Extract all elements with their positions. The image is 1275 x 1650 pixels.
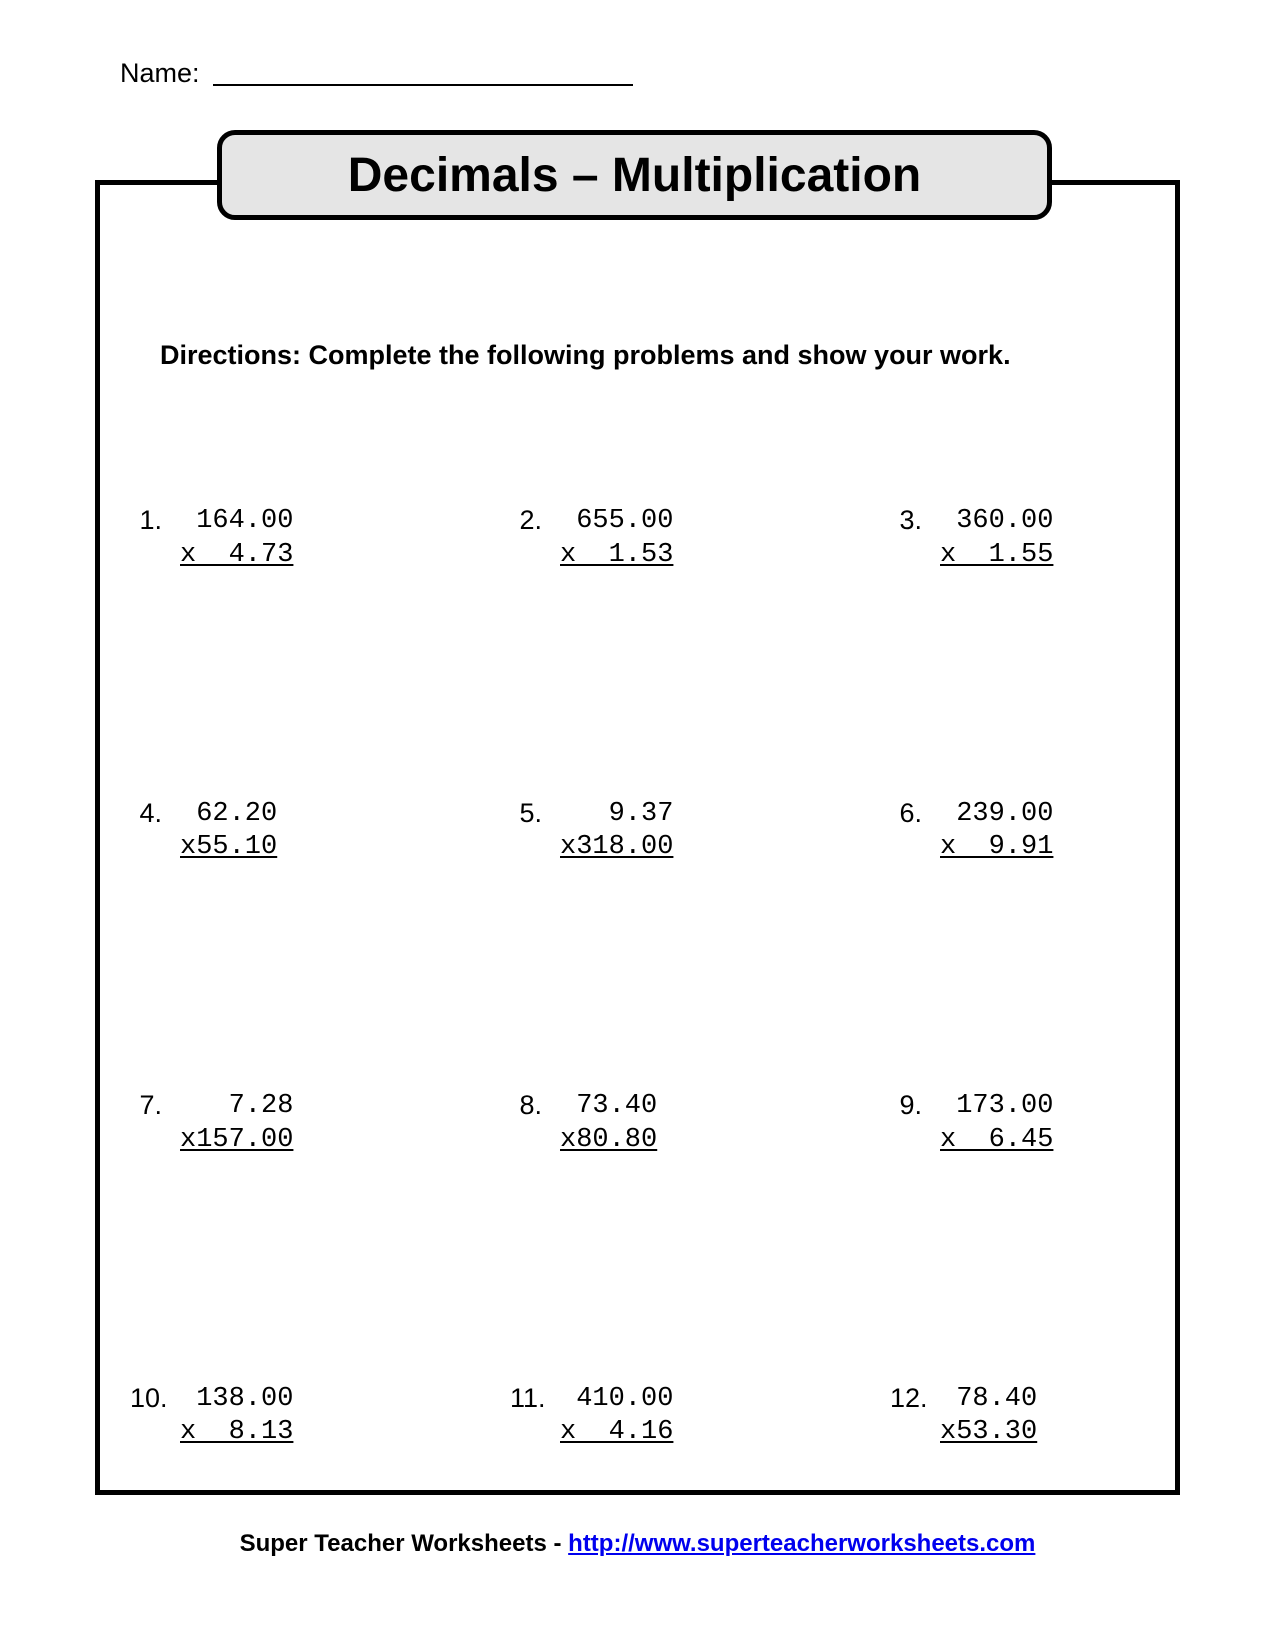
- page-title: Decimals – Multiplication: [348, 148, 921, 203]
- name-field: Name:: [120, 58, 633, 89]
- problems-grid: 1. 164.00 x 4.73 2. 655.00 x 1.53 3. 360…: [130, 505, 1155, 1450]
- problem: 12. 78.40 x53.30: [890, 1383, 1155, 1451]
- multiplicand: 78.40: [940, 1383, 1037, 1417]
- problem: 6. 239.00 x 9.91: [890, 798, 1155, 866]
- problem-number: 12.: [890, 1383, 940, 1414]
- problem: 5. 9.37 x318.00: [510, 798, 890, 866]
- problem-values: 7.28 x157.00: [180, 1090, 293, 1158]
- problem-values: 360.00 x 1.55: [940, 505, 1053, 573]
- multiplicand: 7.28: [196, 1090, 293, 1124]
- multiplier: x 1.55: [940, 539, 1053, 573]
- problem-number: 2.: [510, 505, 560, 536]
- problem-number: 5.: [510, 798, 560, 829]
- problem: 3. 360.00 x 1.55: [890, 505, 1155, 573]
- multiplier: x80.80: [560, 1124, 657, 1158]
- problem-values: 239.00 x 9.91: [940, 798, 1053, 866]
- multiplier: x53.30: [940, 1416, 1037, 1450]
- multiplier: x55.10: [180, 831, 277, 865]
- footer: Super Teacher Worksheets - http://www.su…: [0, 1530, 1275, 1558]
- problem-values: 410.00 x 4.16: [560, 1383, 673, 1451]
- problem: 10. 138.00 x 8.13: [130, 1383, 510, 1451]
- problem-number: 8.: [510, 1090, 560, 1121]
- multiplier: x318.00: [560, 831, 673, 865]
- problem-values: 73.40 x80.80: [560, 1090, 657, 1158]
- multiplicand: 173.00: [956, 1090, 1053, 1124]
- multiplier: x 4.73: [180, 539, 293, 573]
- problem-number: 11.: [510, 1383, 560, 1414]
- problem-row: 1. 164.00 x 4.73 2. 655.00 x 1.53 3. 360…: [130, 505, 1155, 573]
- problem-number: 3.: [890, 505, 940, 536]
- problem: 2. 655.00 x 1.53: [510, 505, 890, 573]
- problem: 4. 62.20 x55.10: [130, 798, 510, 866]
- multiplier: x 9.91: [940, 831, 1053, 865]
- problem-number: 10.: [130, 1383, 180, 1414]
- problem-number: 6.: [890, 798, 940, 829]
- multiplicand: 62.20: [180, 798, 277, 832]
- multiplier: x 6.45: [940, 1124, 1053, 1158]
- problem-values: 655.00 x 1.53: [560, 505, 673, 573]
- problem: 9. 173.00 x 6.45: [890, 1090, 1155, 1158]
- multiplier: x 8.13: [180, 1416, 293, 1450]
- problem-values: 78.40 x53.30: [940, 1383, 1037, 1451]
- title-box: Decimals – Multiplication: [217, 130, 1052, 220]
- multiplicand: 164.00: [196, 505, 293, 539]
- problem-row: 4. 62.20 x55.10 5. 9.37 x318.00 6. 239.0…: [130, 798, 1155, 866]
- worksheet-box: Directions: Complete the following probl…: [95, 180, 1180, 1495]
- problem-number: 4.: [130, 798, 180, 829]
- problem-number: 1.: [130, 505, 180, 536]
- problem: 7. 7.28 x157.00: [130, 1090, 510, 1158]
- footer-brand: Super Teacher Worksheets -: [240, 1530, 569, 1557]
- multiplier: x 4.16: [560, 1416, 673, 1450]
- multiplicand: 138.00: [196, 1383, 293, 1417]
- problem: 11. 410.00 x 4.16: [510, 1383, 890, 1451]
- directions-text: Directions: Complete the following probl…: [160, 340, 1011, 371]
- problem-values: 173.00 x 6.45: [940, 1090, 1053, 1158]
- multiplicand: 9.37: [576, 798, 673, 832]
- problem-values: 138.00 x 8.13: [180, 1383, 293, 1451]
- multiplier: x157.00: [180, 1124, 293, 1158]
- footer-link[interactable]: http://www.superteacherworksheets.com: [568, 1530, 1035, 1557]
- problem-row: 7. 7.28 x157.00 8. 73.40 x80.80 9. 173.0…: [130, 1090, 1155, 1158]
- multiplicand: 410.00: [576, 1383, 673, 1417]
- multiplicand: 239.00: [956, 798, 1053, 832]
- multiplier: x 1.53: [560, 539, 673, 573]
- name-blank-line[interactable]: [213, 84, 633, 86]
- problem-values: 164.00 x 4.73: [180, 505, 293, 573]
- problem-row: 10. 138.00 x 8.13 11. 410.00 x 4.16 12. …: [130, 1383, 1155, 1451]
- problem: 1. 164.00 x 4.73: [130, 505, 510, 573]
- multiplicand: 73.40: [560, 1090, 657, 1124]
- name-label: Name:: [120, 58, 200, 88]
- problem-number: 7.: [130, 1090, 180, 1121]
- problem-number: 9.: [890, 1090, 940, 1121]
- problem-values: 9.37 x318.00: [560, 798, 673, 866]
- multiplicand: 360.00: [956, 505, 1053, 539]
- problem-values: 62.20 x55.10: [180, 798, 277, 866]
- multiplicand: 655.00: [576, 505, 673, 539]
- problem: 8. 73.40 x80.80: [510, 1090, 890, 1158]
